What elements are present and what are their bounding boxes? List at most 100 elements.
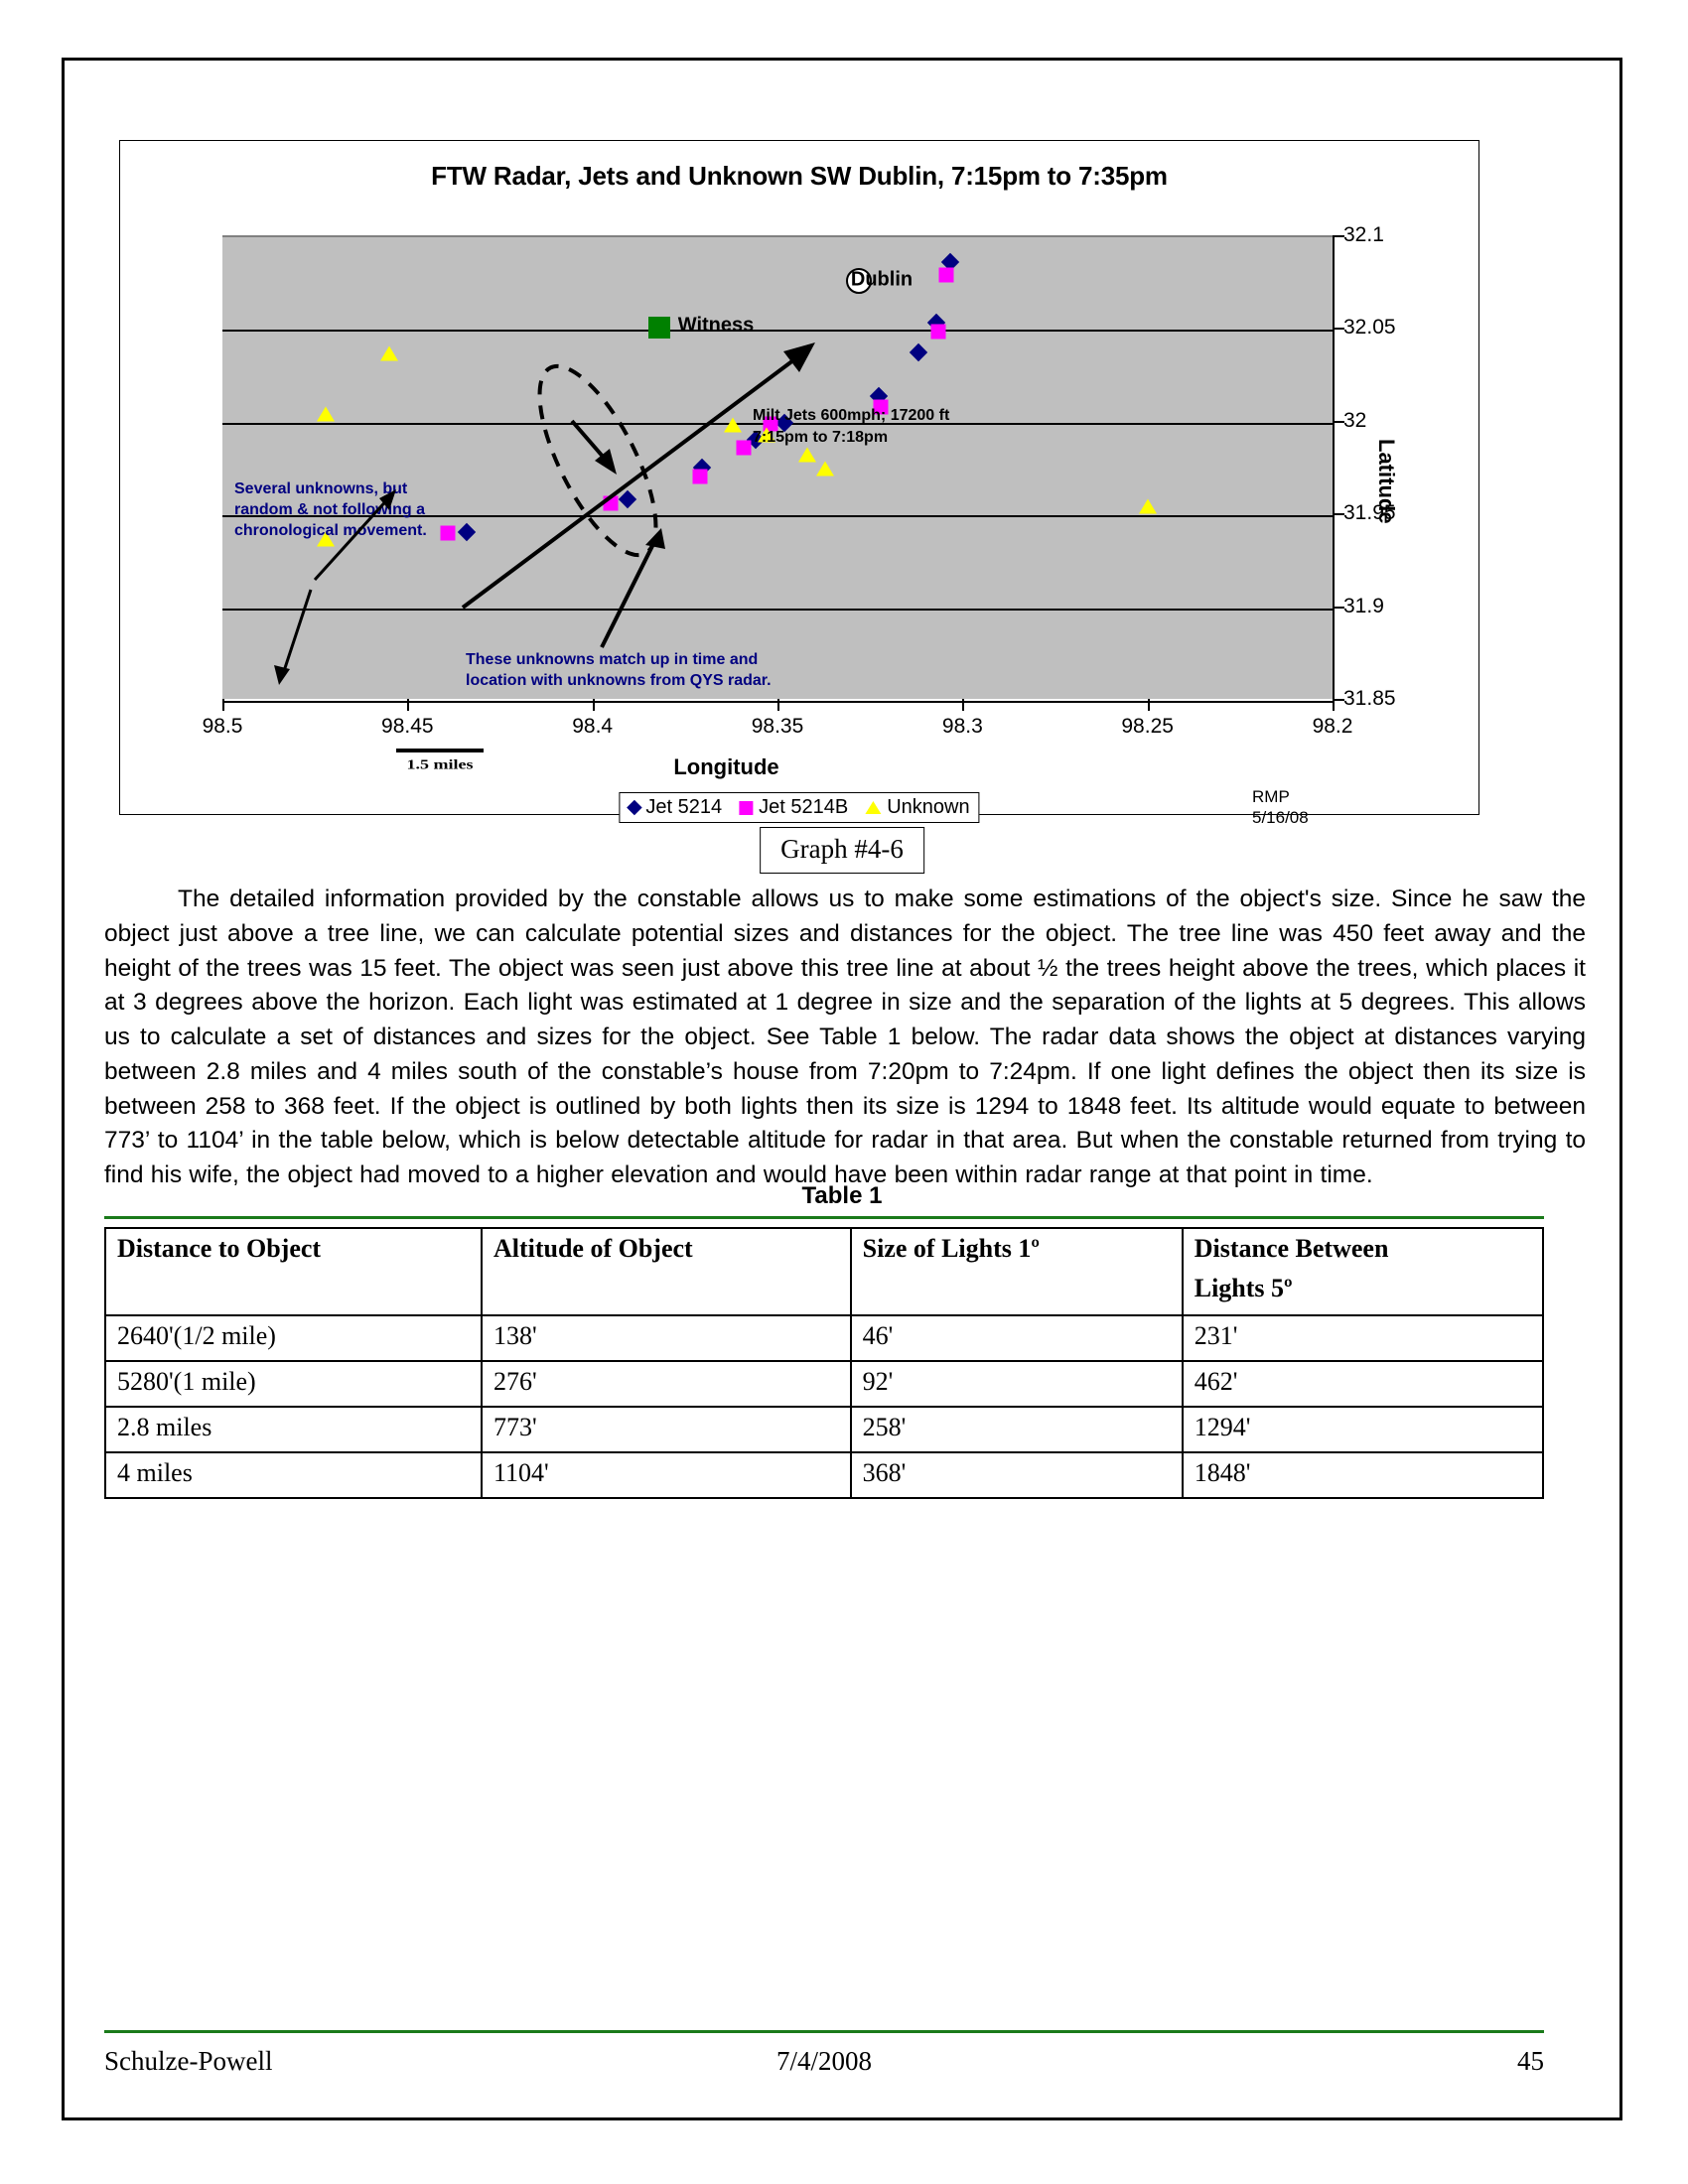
legend-item: Unknown [865,796,970,819]
y-tick-label: 32.05 [1343,316,1396,340]
table-column-header: Distance Between Lights 5º [1181,1227,1545,1316]
x-tick-mark [407,699,410,711]
x-tick-label: 98.3 [941,715,983,738]
scale-bar: 1.5 miles [396,749,484,775]
legend-item: Jet 5214 [627,796,723,819]
header-line-1: Distance Between [1194,1234,1389,1263]
y-tick-mark [1333,513,1344,516]
y-tick-mark [1333,328,1344,331]
table-cell: 276' [480,1360,852,1408]
label-witness: Witness [677,314,755,337]
data-point-triangle-icon [1138,498,1157,514]
chart-credit: RMP 5/16/08 [1252,787,1309,828]
data-point-triangle-icon [317,531,336,547]
footer-author: Schulze-Powell [104,2046,273,2076]
label-dublin: Dublin [850,268,914,291]
plot-area [222,235,1333,703]
dublin-city-marker-icon [845,267,872,294]
data-point-square-icon [938,267,954,283]
table-cell: 462' [1181,1360,1545,1408]
data-point-triangle-icon [724,417,743,433]
triangle-icon [865,801,882,814]
y-tick-label: 31.95 [1343,501,1396,525]
table-cell: 773' [480,1406,852,1453]
legend-label: Unknown [887,796,970,818]
table-cell: 46' [849,1314,1184,1362]
table-column-header: Size of Lights 1º [849,1227,1184,1316]
chart-container: FTW Radar, Jets and Unknown SW Dublin, 7… [119,140,1479,827]
x-tick-mark [1333,699,1335,711]
witness-marker-icon [647,317,670,340]
graph-caption: Graph #4-6 [760,827,924,874]
x-axis-title: Longitude [673,754,779,779]
table-row: 2.8 miles 773' 258' 1294' [104,1406,1545,1453]
y-tick-label: 32.1 [1343,223,1384,246]
table-cell: 231' [1181,1314,1545,1362]
page-footer: Schulze-Powell 7/4/2008 45 [104,2046,1544,2077]
table-column-header: Distance to Object [104,1227,483,1316]
data-point-square-icon [692,469,708,484]
footer-date: 7/4/2008 [775,2046,873,2076]
x-tick-label: 98.25 [1121,715,1174,738]
header-line-1: Altitude of Object [492,1234,693,1263]
legend-label: Jet 5214 [645,796,723,818]
scale-bar-label: 1.5 miles [406,756,474,772]
data-point-triangle-icon [379,345,398,361]
measurements-table: Distance to Object Altitude of Object Size… [104,1227,1545,1499]
grid-line [222,515,1333,518]
legend-item: Jet 5214B [739,796,848,819]
table-top-rule [104,1216,1544,1219]
table-cell: 92' [849,1360,1184,1408]
table-cell: 2640'(1/2 mile) [104,1314,483,1362]
annotation-jets-path: Milt Jets 600mph; 17200 ft 7:15pm to 7:1… [753,407,950,446]
page-frame: FTW Radar, Jets and Unknown SW Dublin, 7… [62,58,1622,2120]
scale-bar-line [396,749,484,752]
data-point-triangle-icon [757,427,775,443]
y-tick-label: 31.9 [1343,594,1384,617]
data-point-square-icon [440,525,456,541]
y-tick-mark [1333,699,1344,701]
x-tick-mark [962,699,965,711]
x-tick-label: 98.5 [202,715,243,738]
table-cell: 5280'(1 mile) [104,1360,483,1408]
header-line-1: Distance to Object [117,1234,322,1263]
table-row: 5280'(1 mile) 276' 92' 462' [104,1360,1545,1408]
data-point-triangle-icon [797,447,816,463]
y-tick-mark [1333,420,1344,423]
annotation-unknowns-random: Several unknowns, but random & not follo… [234,480,427,540]
table-cell: 1104' [480,1451,852,1499]
header-line-1: Size of Lights 1º [862,1234,1040,1263]
grid-line [222,608,1333,611]
data-point-square-icon [930,324,946,340]
diamond-icon [627,799,642,816]
y-tick-mark [1333,606,1344,609]
y-tick-label: 32 [1343,408,1367,432]
footer-rule [104,2030,1544,2033]
legend-label: Jet 5214B [759,796,849,818]
table-cell: 1848' [1181,1451,1545,1499]
square-icon [739,800,754,815]
x-tick-mark [222,699,224,711]
footer-page-number: 45 [1517,2046,1544,2076]
annotation-overlay [274,342,815,685]
data-point-square-icon [736,440,752,456]
chart-legend: Jet 5214 Jet 5214B Unknown [619,792,980,823]
table-column-header: Altitude of Object [480,1227,852,1316]
table-cell: 368' [849,1451,1184,1499]
data-point-triangle-icon [816,461,835,477]
grid-line [222,330,1333,333]
data-point-square-icon [873,399,889,415]
table-cell: 4 miles [104,1451,483,1499]
x-tick-mark [592,699,595,711]
table-cell: 1294' [1181,1406,1545,1453]
x-tick-mark [1147,699,1150,711]
table-title: Table 1 [801,1182,883,1209]
x-tick-label: 98.2 [1312,715,1353,738]
y-tick-mark [1333,235,1344,237]
x-tick-label: 98.4 [572,715,614,738]
table-cell: 138' [480,1314,852,1362]
table-row: 2640'(1/2 mile) 138' 46' 231' [104,1314,1545,1362]
table-cell: 258' [849,1406,1184,1453]
table-header-row: Distance to Object Altitude of Object Size… [104,1227,1545,1316]
x-tick-label: 98.35 [751,715,804,738]
